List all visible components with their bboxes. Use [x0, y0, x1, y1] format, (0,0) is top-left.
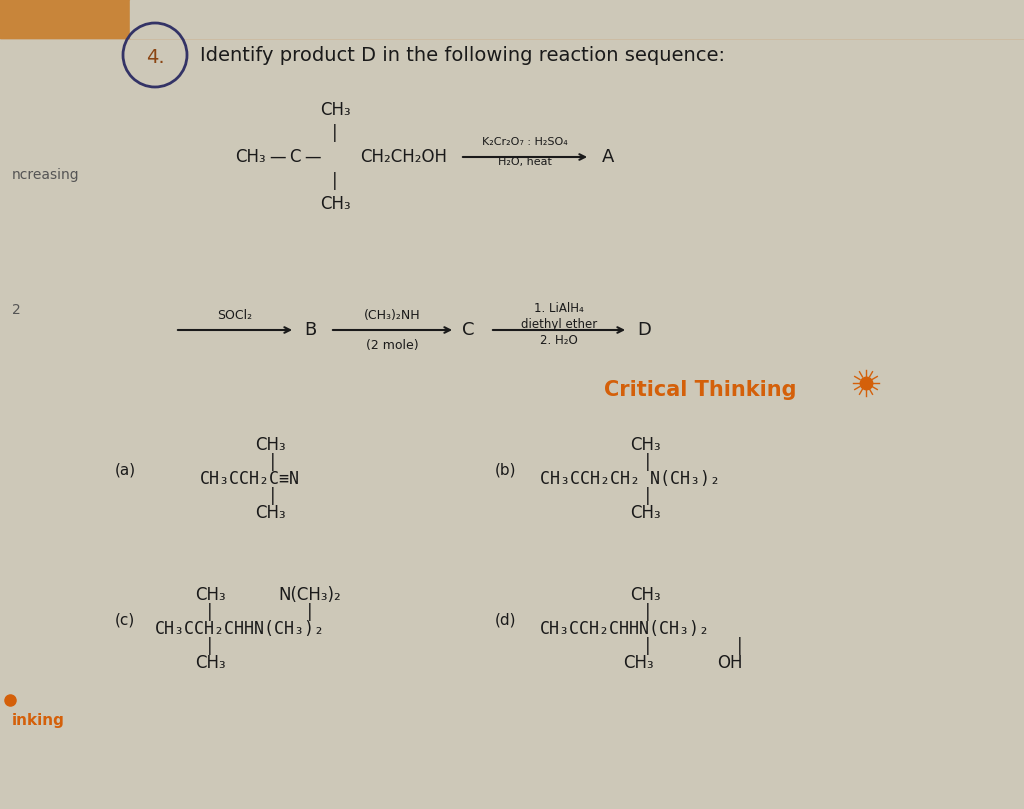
Text: CH₃: CH₃: [630, 504, 660, 522]
Text: |: |: [645, 487, 651, 505]
Text: CH₃: CH₃: [234, 148, 265, 166]
Text: —: —: [269, 148, 287, 166]
Text: |: |: [207, 637, 213, 655]
Text: CH₃: CH₃: [195, 654, 225, 672]
Text: CH₃: CH₃: [195, 586, 225, 604]
Text: H₂O, heat: H₂O, heat: [498, 157, 552, 167]
Text: (2 mole): (2 mole): [366, 338, 419, 351]
Text: CH₃CCH₂C≡N: CH₃CCH₂C≡N: [200, 470, 300, 488]
Text: |: |: [307, 603, 312, 621]
Text: inking: inking: [12, 713, 65, 727]
Text: 2: 2: [12, 303, 20, 317]
Text: CH₃: CH₃: [630, 586, 660, 604]
Text: CH₂CH₂OH: CH₂CH₂OH: [360, 148, 447, 166]
Text: CH₃: CH₃: [255, 504, 286, 522]
Text: —: —: [305, 148, 322, 166]
Text: (b): (b): [495, 463, 516, 477]
Text: Identify product D in the following reaction sequence:: Identify product D in the following reac…: [200, 45, 725, 65]
Text: C: C: [289, 148, 301, 166]
Text: OH: OH: [717, 654, 742, 672]
Text: N(CH₃)₂: N(CH₃)₂: [279, 586, 341, 604]
Text: CH₃: CH₃: [255, 436, 286, 454]
Text: K₂Cr₂O₇ : H₂SO₄: K₂Cr₂O₇ : H₂SO₄: [482, 137, 568, 147]
Text: (a): (a): [115, 463, 136, 477]
Text: CH₃CCH₂CHHN(CH₃)₂: CH₃CCH₂CHHN(CH₃)₂: [540, 620, 710, 638]
Text: C: C: [462, 321, 474, 339]
Text: |: |: [270, 487, 275, 505]
Text: |: |: [737, 637, 742, 655]
Text: (d): (d): [495, 612, 516, 628]
Text: Critical Thinking: Critical Thinking: [604, 380, 797, 400]
Text: CH₃: CH₃: [319, 101, 350, 119]
Text: CH₃: CH₃: [623, 654, 653, 672]
Text: CH₃CCH₂CHHN(CH₃)₂: CH₃CCH₂CHHN(CH₃)₂: [155, 620, 325, 638]
Text: |: |: [207, 603, 213, 621]
Text: |: |: [645, 603, 651, 621]
Bar: [0, 0, 130, 38]
Text: 1. LiAlH₄: 1. LiAlH₄: [535, 302, 584, 315]
Text: |: |: [270, 453, 275, 471]
Text: CH₃CCH₂CH₂ N(CH₃)₂: CH₃CCH₂CH₂ N(CH₃)₂: [540, 470, 720, 488]
Text: diethyl ether: diethyl ether: [521, 317, 597, 331]
Text: SOCl₂: SOCl₂: [217, 308, 253, 321]
Text: B: B: [304, 321, 316, 339]
Text: (CH₃)₂NH: (CH₃)₂NH: [364, 308, 420, 321]
Text: |: |: [645, 453, 651, 471]
Text: ncreasing: ncreasing: [12, 168, 80, 182]
Text: A: A: [602, 148, 614, 166]
Text: |: |: [332, 124, 338, 142]
Text: (c): (c): [115, 612, 135, 628]
Text: 4.: 4.: [145, 48, 164, 66]
Text: CH₃: CH₃: [319, 195, 350, 213]
Text: D: D: [637, 321, 651, 339]
Bar: [0, 0, 1024, 38]
Bar: [130, 0, 1024, 38]
Text: |: |: [645, 637, 651, 655]
Text: 2. H₂O: 2. H₂O: [540, 333, 578, 346]
Text: |: |: [332, 172, 338, 190]
Text: CH₃: CH₃: [630, 436, 660, 454]
